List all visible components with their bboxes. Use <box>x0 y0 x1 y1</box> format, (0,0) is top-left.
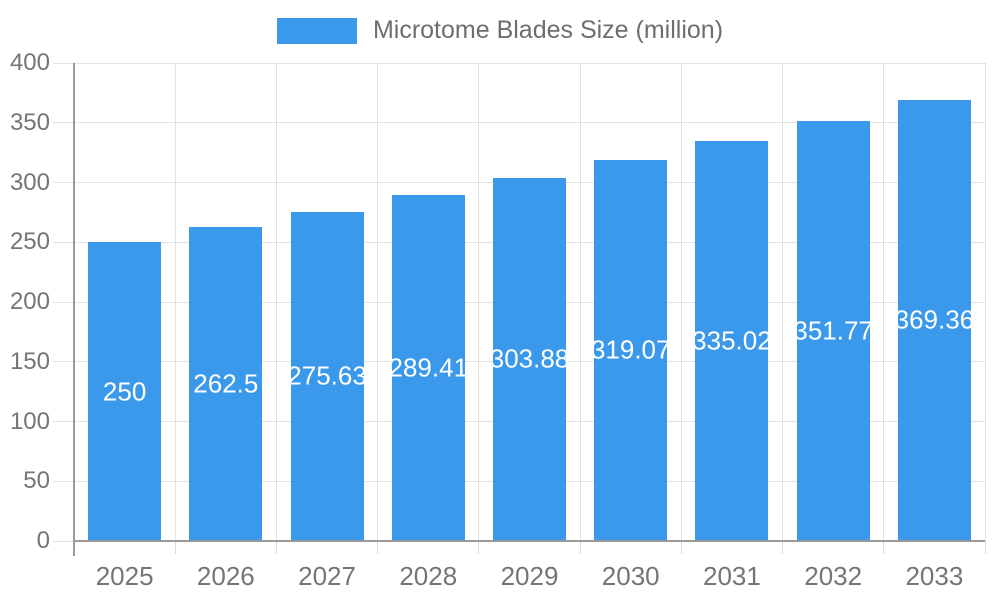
gridline-x-2 <box>275 63 277 541</box>
x-axis-label-2031: 2031 <box>703 561 761 591</box>
x-axis-label-2033: 2033 <box>905 561 964 591</box>
x-axis-tick-5 <box>579 541 581 554</box>
bar-2029: 303.88 <box>490 177 569 541</box>
bar-value-label-2028: 289.41 <box>388 352 469 383</box>
x-axis-tick-2 <box>275 541 277 554</box>
legend-label: Microtome Blades Size (million) <box>372 16 724 44</box>
x-axis-line <box>74 540 985 542</box>
x-axis-label-2026: 2026 <box>196 561 255 591</box>
bar-2033: 369.36 <box>895 99 974 541</box>
x-axis-tick-9 <box>984 541 986 554</box>
y-axis-label-50: 50 <box>23 467 50 495</box>
x-axis-tick-4 <box>478 541 480 554</box>
x-axis-label-2028: 2028 <box>399 561 458 591</box>
x-axis-tick-3 <box>377 541 379 554</box>
bar-value-label-2030: 319.07 <box>590 334 671 365</box>
bar-value-label-2025: 250 <box>102 376 147 407</box>
bar-2025: 250 <box>88 242 162 541</box>
x-axis-tick-1 <box>174 541 176 554</box>
x-axis-tick-7 <box>782 541 784 554</box>
bar-2028: 289.41 <box>389 195 468 541</box>
bar-2032: 351.77 <box>793 120 873 541</box>
gridline-x-7 <box>782 63 784 541</box>
gridline-x-6 <box>680 63 682 541</box>
bar-value-label-2031: 335.02 <box>692 325 772 356</box>
x-axis-label-2029: 2029 <box>500 561 559 591</box>
y-axis-label-350: 350 <box>9 108 50 136</box>
y-axis-label-150: 150 <box>9 347 50 375</box>
x-axis-tick-8 <box>883 541 885 554</box>
gridline-x-3 <box>377 63 379 541</box>
x-axis-label-2027: 2027 <box>298 561 356 591</box>
y-axis-line <box>73 63 75 556</box>
chart-legend[interactable]: Microtome Blades Size (million) <box>0 16 1000 45</box>
bar-2031: 335.02 <box>692 140 772 541</box>
bar-value-label-2032: 351.77 <box>793 315 873 346</box>
x-axis-label-2032: 2032 <box>804 561 863 591</box>
gridline-x-1 <box>174 63 176 541</box>
x-axis-label-2030: 2030 <box>601 561 660 591</box>
x-axis-label-2025: 2025 <box>95 561 154 591</box>
y-axis-label-200: 200 <box>9 288 50 315</box>
gridline-x-5 <box>579 63 581 541</box>
gridline-x-8 <box>883 63 885 541</box>
plot-area: 0 50 100 150 200 250 300 350 400 250 2025 262.5 2026… <box>10 49 986 591</box>
gridline-y-350 <box>53 122 985 124</box>
gridline-x-4 <box>478 63 480 541</box>
legend-swatch-icon <box>276 17 357 44</box>
gridline-y-400 <box>53 62 985 64</box>
y-axis-label-100: 100 <box>9 407 50 435</box>
bar-2030: 319.07 <box>591 159 670 541</box>
bar-2026: 262.5 <box>189 227 263 541</box>
y-axis-label-0: 0 <box>36 527 50 554</box>
y-axis-tick-0 <box>53 540 74 542</box>
bar-2027: 275.63 <box>287 211 367 541</box>
y-axis-label-250: 250 <box>9 228 50 256</box>
gridline-x-9 <box>984 63 986 541</box>
x-axis-tick-6 <box>680 541 682 554</box>
y-axis-label-300: 300 <box>9 168 50 196</box>
bar-value-label-2026: 262.5 <box>193 368 259 399</box>
y-axis-label-400: 400 <box>9 49 50 76</box>
bar-value-label-2029: 303.88 <box>489 343 570 374</box>
bar-value-label-2027: 275.63 <box>287 360 367 391</box>
bar-value-label-2033: 369.36 <box>894 304 975 335</box>
